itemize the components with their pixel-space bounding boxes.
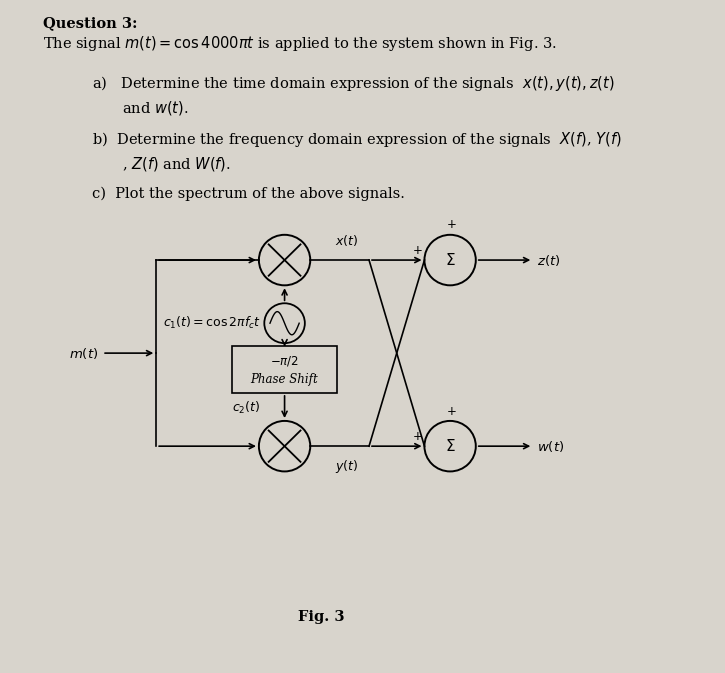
Text: , $Z(f)$ and $W(f)$.: , $Z(f)$ and $W(f)$.: [123, 155, 231, 173]
Text: $x(t)$: $x(t)$: [335, 233, 358, 248]
Text: $c_2(t)$: $c_2(t)$: [232, 400, 260, 416]
Text: $m(t)$: $m(t)$: [70, 346, 99, 361]
Text: $\Sigma$: $\Sigma$: [445, 438, 455, 454]
Text: $+$: $+$: [412, 244, 423, 256]
Text: $w(t)$: $w(t)$: [536, 439, 564, 454]
Text: $c_1(t) = \cos 2\pi f_c t$: $c_1(t) = \cos 2\pi f_c t$: [162, 315, 261, 331]
Text: $-\pi/2$: $-\pi/2$: [270, 355, 299, 368]
Text: $\Sigma$: $\Sigma$: [445, 252, 455, 268]
Text: $z(t)$: $z(t)$: [536, 252, 560, 268]
Text: Phase Shift: Phase Shift: [250, 373, 318, 386]
Text: and $w(t)$.: and $w(t)$.: [123, 98, 189, 116]
Text: Question 3:: Question 3:: [44, 16, 138, 30]
Text: $+$: $+$: [446, 219, 457, 232]
Text: c)  Plot the spectrum of the above signals.: c) Plot the spectrum of the above signal…: [92, 187, 405, 201]
Text: Fig. 3: Fig. 3: [299, 610, 345, 624]
Text: a)   Determine the time domain expression of the signals  $x(t), y(t), z(t)$: a) Determine the time domain expression …: [92, 74, 615, 93]
Text: b)  Determine the frequency domain expression of the signals  $X(f)$, $Y(f)$: b) Determine the frequency domain expres…: [92, 131, 622, 149]
Text: $y(t)$: $y(t)$: [335, 458, 358, 475]
Text: $+$: $+$: [412, 430, 423, 443]
Text: The signal $m(t)=\cos 4000\pi t$ is applied to the system shown in Fig. 3.: The signal $m(t)=\cos 4000\pi t$ is appl…: [44, 34, 558, 53]
Text: $+$: $+$: [446, 404, 457, 417]
FancyBboxPatch shape: [232, 347, 336, 393]
